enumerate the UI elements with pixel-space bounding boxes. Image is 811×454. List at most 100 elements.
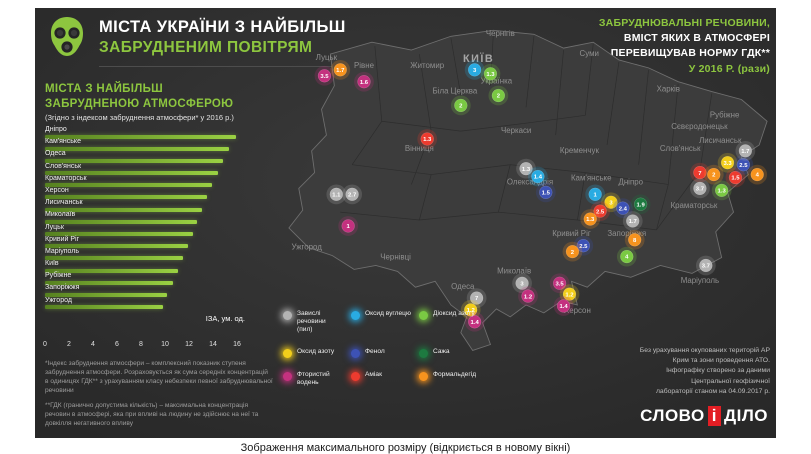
bar-row: Маріуполь bbox=[45, 247, 260, 261]
pollution-marker: 2 bbox=[562, 241, 583, 262]
bar-row: Миколаїв bbox=[45, 211, 260, 224]
svg-text:4: 4 bbox=[756, 173, 760, 179]
svg-text:3.7: 3.7 bbox=[702, 264, 711, 270]
legend-dot bbox=[351, 371, 360, 381]
bar bbox=[45, 268, 179, 273]
legend-label: Формальдегід bbox=[433, 370, 477, 378]
svg-text:2.5: 2.5 bbox=[596, 209, 605, 215]
pollution-marker: 1.6 bbox=[354, 71, 374, 92]
pollution-marker: 3.5 bbox=[314, 65, 335, 86]
pollution-marker: 7 bbox=[466, 288, 487, 308]
svg-text:2: 2 bbox=[497, 94, 501, 100]
legend-label: Фтористий водень bbox=[297, 370, 330, 386]
bar-city-label: Краматорськ bbox=[45, 174, 87, 182]
pollution-marker: 8 bbox=[624, 229, 645, 250]
pollution-marker: 1.9 bbox=[630, 194, 651, 215]
pollution-marker: 3 bbox=[464, 59, 485, 80]
pollution-marker: 1.3 bbox=[480, 63, 501, 84]
bar-city-label: Маріуполь bbox=[45, 247, 80, 255]
map-city-label: Харків bbox=[657, 85, 680, 94]
map-city-label: Кривий Ріг bbox=[552, 229, 591, 238]
map-city-label: Рубіжне bbox=[710, 110, 740, 119]
svg-text:1.5: 1.5 bbox=[542, 191, 551, 197]
axis-tick: 0 bbox=[43, 341, 47, 348]
bar-row: Лисичанськ bbox=[45, 199, 260, 212]
pollution-marker: 2 bbox=[703, 164, 724, 185]
bar-row: Запоріжжя bbox=[45, 284, 260, 297]
map-city-label: Черкаси bbox=[501, 126, 531, 135]
svg-text:2.5: 2.5 bbox=[739, 163, 748, 169]
map-city-label: КИЇВ bbox=[463, 52, 494, 65]
pollution-marker: 1.5 bbox=[725, 167, 746, 188]
pollution-marker: 1.4 bbox=[553, 296, 574, 316]
svg-text:1.3: 1.3 bbox=[586, 217, 595, 223]
bar bbox=[45, 232, 193, 236]
svg-text:2: 2 bbox=[712, 173, 716, 179]
pollution-marker: 1.4 bbox=[464, 311, 485, 332]
bar-chart-heading-line1: МІСТА З НАЙБІЛЬШ bbox=[45, 83, 164, 95]
map-city-label: Ужгород bbox=[292, 243, 323, 252]
pollution-marker: 1.5 bbox=[535, 182, 556, 203]
svg-text:1: 1 bbox=[347, 224, 351, 230]
map-city-label: Вінниця bbox=[405, 144, 434, 153]
svg-text:2: 2 bbox=[459, 104, 463, 110]
slovoidilo-logo: СЛОВО і ДІЛО bbox=[640, 406, 768, 426]
bar-city-label: Київ bbox=[45, 260, 59, 268]
pollution-marker: 1.7 bbox=[622, 211, 643, 231]
legend-item: Сажа bbox=[419, 348, 479, 358]
bar-city-label: Слов'янськ bbox=[45, 162, 82, 170]
map-city-label: Сєвєродонецьк bbox=[671, 122, 728, 131]
right-header-line2: ВМІСТ ЯКИХ В АТМОСФЕРІ bbox=[623, 32, 770, 45]
pollution-marker: 1 bbox=[338, 216, 359, 236]
pollution-marker: 1.3 bbox=[516, 158, 536, 179]
footnote-gdk: **ГДК (гранично допустима кількість) – м… bbox=[45, 402, 259, 427]
gas-mask-icon bbox=[43, 14, 91, 62]
bar bbox=[45, 183, 212, 188]
bar bbox=[45, 280, 174, 285]
pollution-marker: 1.7 bbox=[330, 59, 351, 80]
header-divider bbox=[99, 66, 349, 67]
title-line1: МІСТА УКРАЇНИ З НАЙБІЛЬШ bbox=[99, 18, 346, 36]
map-city-label: Одеса bbox=[451, 282, 475, 291]
pollution-marker: 1.1 bbox=[326, 184, 347, 205]
svg-text:1.3: 1.3 bbox=[522, 167, 531, 173]
legend-item: Аміак bbox=[351, 371, 411, 387]
axis-tick: 2 bbox=[67, 341, 71, 348]
map-legend: Завислі речовини (пил) Оксид вуглецю Діокс… bbox=[283, 310, 479, 387]
pollution-marker: 2 bbox=[450, 95, 471, 116]
pollution-marker: 3.7 bbox=[690, 178, 710, 199]
bar-city-label: Запоріжжя bbox=[45, 284, 80, 292]
axis-tick: 4 bbox=[91, 341, 95, 348]
map-city-labels: Чернігів КИЇВ Житомир Рівне Луцьк Суми Харків У… bbox=[292, 29, 742, 315]
bar bbox=[45, 171, 218, 176]
bar-city-label: Лисичанськ bbox=[45, 199, 83, 207]
pollution-marker: 3.7 bbox=[695, 255, 716, 276]
pollution-marker: 3 bbox=[601, 192, 621, 213]
oblast-borders bbox=[340, 32, 713, 231]
svg-text:1.5: 1.5 bbox=[731, 176, 740, 182]
map-city-label: Рівне bbox=[354, 61, 375, 70]
bar bbox=[45, 146, 229, 151]
bar bbox=[45, 158, 223, 163]
axis-tick: 8 bbox=[139, 341, 143, 348]
svg-text:2.7: 2.7 bbox=[348, 193, 357, 199]
ukraine-outline bbox=[288, 29, 768, 351]
svg-text:4: 4 bbox=[625, 255, 629, 261]
legend-dot bbox=[283, 311, 292, 320]
legend-label: Сажа bbox=[433, 347, 450, 355]
bar bbox=[45, 244, 188, 249]
bar bbox=[45, 195, 207, 200]
right-header-line1: ЗАБРУДНЮВАЛЬНІ РЕЧОВИНИ, bbox=[598, 17, 770, 29]
bar-chart-heading-line2: ЗАБРУДНЕНОЮ АТМОСФЕРОЮ bbox=[45, 97, 234, 110]
fullsize-image-link[interactable]: Зображення максимального розміру (відкри… bbox=[240, 442, 571, 454]
bar-row: Краматорськ bbox=[45, 174, 260, 188]
bar-chart-heading: МІСТА З НАЙБІЛЬШ ЗАБРУДНЕНОЮ АТМОСФЕРОЮ bbox=[45, 82, 233, 112]
legend-label: Оксид азоту bbox=[297, 347, 335, 355]
svg-text:3.7: 3.7 bbox=[696, 187, 705, 193]
right-header-line4: У 2016 Р. (рази) bbox=[688, 62, 770, 75]
bar-city-label: Херсон bbox=[45, 186, 69, 194]
infographic-title: МІСТА УКРАЇНИ З НАЙБІЛЬШ ЗАБРУДНЕНИМ ПОВ… bbox=[99, 17, 346, 58]
bar bbox=[45, 292, 168, 297]
bar-city-label: Луцьк bbox=[45, 223, 64, 231]
map-city-label: Житомир bbox=[410, 61, 444, 70]
